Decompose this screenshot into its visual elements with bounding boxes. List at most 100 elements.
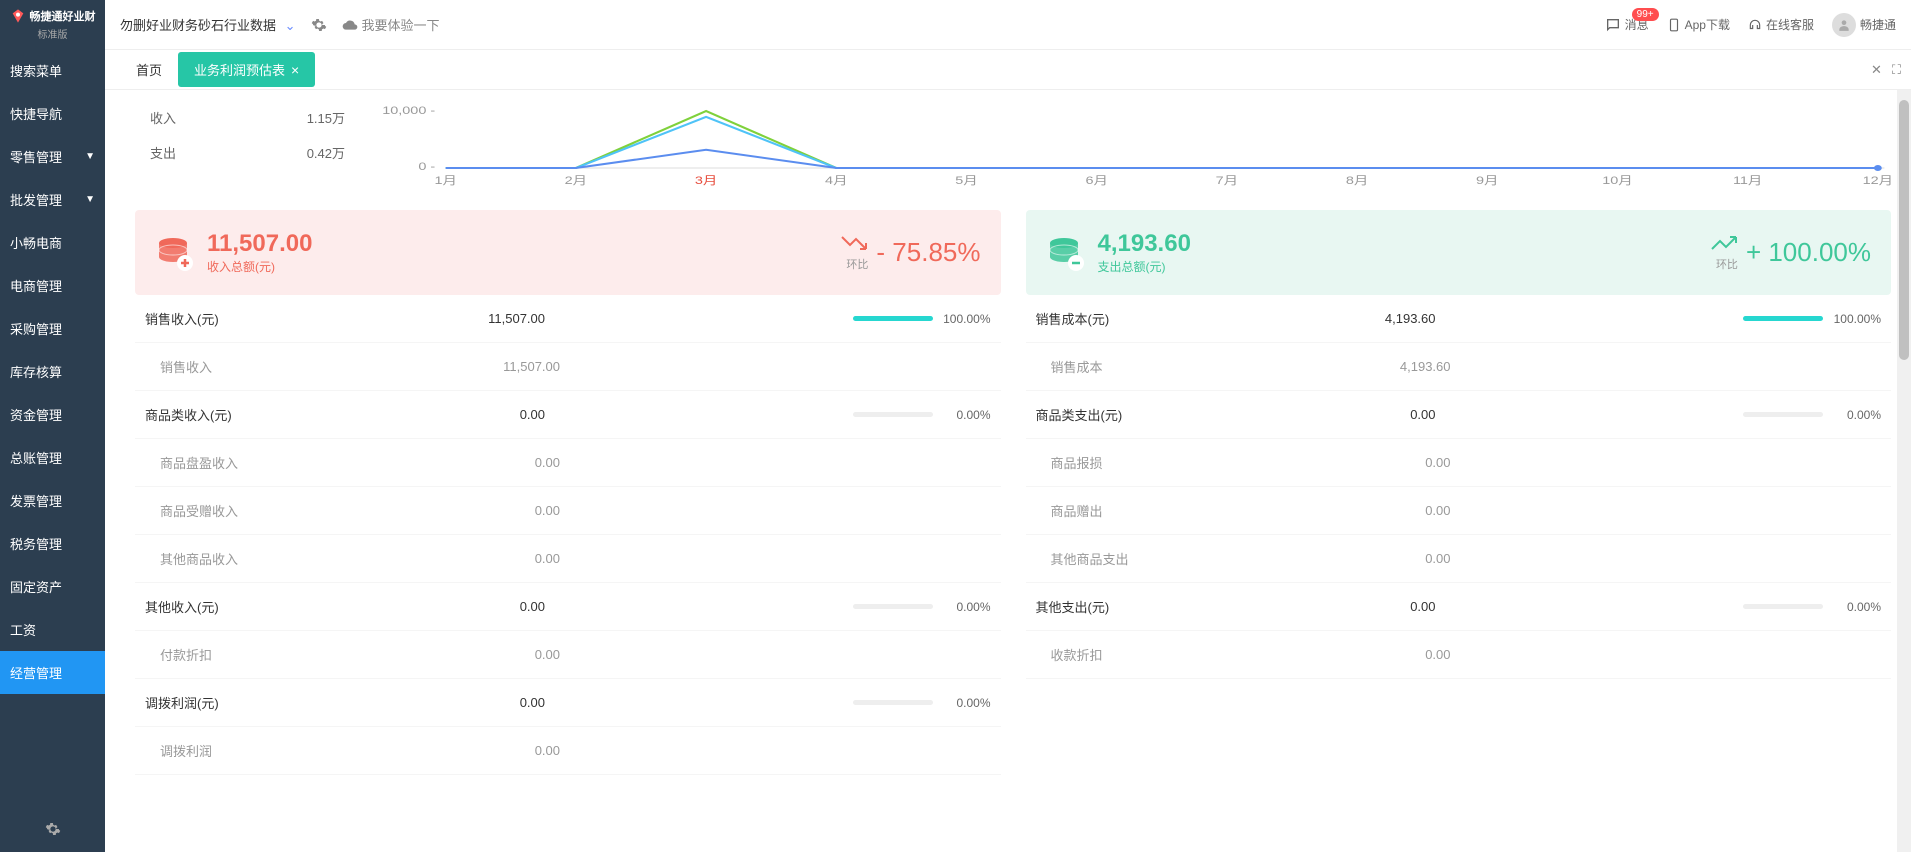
tab-home[interactable]: 首页 (120, 52, 178, 87)
income-icon (155, 233, 195, 273)
message-button[interactable]: 消息 99+ (1605, 16, 1649, 33)
gear-icon (45, 821, 61, 837)
sidebar-item-8[interactable]: 资金管理 (0, 393, 105, 436)
income-row-1: 销售收入11,507.00 (135, 343, 1001, 391)
summary-expense-label: 支出 (150, 143, 176, 162)
download-button[interactable]: App下载 (1667, 16, 1730, 33)
company-name: 勿删好业财务砂石行业数据 (120, 18, 276, 33)
content-area: 收入 1.15万 支出 0.42万 10,000 -0 -1月2月3月4月5月6… (105, 90, 1911, 852)
row-label: 其他收入(元) (145, 597, 365, 616)
sidebar-item-14[interactable]: 经营管理 (0, 651, 105, 694)
tab-profit-report[interactable]: 业务利润预估表 × (178, 52, 315, 87)
row-label: 商品报损 (1051, 453, 1271, 472)
row-value: 4,193.60 (1256, 311, 1436, 326)
expense-panel: 4,193.60 支出总额(元) 环比 + 100.00% (1026, 210, 1892, 775)
sidebar-item-label: 工资 (10, 620, 36, 639)
sidebar-item-label: 零售管理 (10, 147, 62, 166)
sidebar-item-7[interactable]: 库存核算 (0, 350, 105, 393)
svg-text:0 -: 0 - (418, 160, 435, 173)
row-bar-wrap: 100.00% (545, 312, 991, 326)
row-bar-fill (853, 316, 933, 321)
row-label: 其他商品支出 (1051, 549, 1271, 568)
row-value: 0.00 (1271, 551, 1451, 566)
income-row-3: 商品盘盈收入0.00 (135, 439, 1001, 487)
income-panel-header: 11,507.00 收入总额(元) 环比 - 75.85% (135, 210, 1001, 295)
svg-text:10,000 -: 10,000 - (382, 104, 435, 117)
row-pct: 0.00% (1831, 408, 1881, 422)
chevron-down-icon: ▼ (85, 151, 95, 162)
income-compare-label: 环比 (840, 256, 868, 272)
settings-button[interactable] (311, 17, 327, 33)
svg-text:11月: 11月 (1733, 174, 1762, 187)
logo-area: 畅捷通好业财 标准版 (0, 0, 105, 49)
row-bar-wrap: 0.00% (545, 600, 991, 614)
row-value: 0.00 (1256, 599, 1436, 614)
expense-icon (1046, 233, 1086, 273)
sidebar-item-5[interactable]: 电商管理 (0, 264, 105, 307)
phone-icon (1667, 18, 1681, 32)
sidebar-item-4[interactable]: 小畅电商 (0, 221, 105, 264)
sidebar-item-3[interactable]: 批发管理▼ (0, 178, 105, 221)
svg-text:12月: 12月 (1863, 174, 1891, 187)
row-pct: 100.00% (941, 312, 991, 326)
user-menu[interactable]: 畅捷通 (1832, 13, 1896, 37)
scrollbar[interactable] (1897, 90, 1911, 852)
sidebar-item-12[interactable]: 固定资产 (0, 565, 105, 608)
row-bar (1743, 412, 1823, 417)
row-value: 11,507.00 (365, 311, 545, 326)
row-label: 销售收入(元) (145, 309, 365, 328)
row-label: 其他支出(元) (1036, 597, 1256, 616)
try-button[interactable]: 我要体验一下 (342, 15, 440, 34)
row-value: 0.00 (380, 503, 560, 518)
row-bar-wrap: 0.00% (545, 696, 991, 710)
trend-up-icon (1710, 233, 1738, 253)
tabs-fullscreen[interactable]: ⛶ (1892, 62, 1901, 78)
service-label: 在线客服 (1766, 16, 1814, 33)
sidebar-item-11[interactable]: 税务管理 (0, 522, 105, 565)
row-bar (1743, 316, 1823, 321)
sidebar-item-label: 批发管理 (10, 190, 62, 209)
sidebar-item-label: 搜索菜单 (10, 61, 62, 80)
svg-text:8月: 8月 (1346, 174, 1368, 187)
row-value: 0.00 (365, 407, 545, 422)
company-selector[interactable]: 勿删好业财务砂石行业数据 ⌄ (120, 15, 296, 34)
svg-text:5月: 5月 (955, 174, 977, 187)
tab-bar: 首页 业务利润预估表 × ✕ ⛶ (105, 50, 1911, 90)
tabs-close-all[interactable]: ✕ (1871, 62, 1882, 78)
summary-income-label: 收入 (150, 108, 176, 127)
service-button[interactable]: 在线客服 (1748, 16, 1814, 33)
row-bar-fill (1743, 316, 1823, 321)
income-row-6: 其他收入(元)0.000.00% (135, 583, 1001, 631)
expense-total-label: 支出总额(元) (1098, 258, 1191, 275)
income-row-5: 其他商品收入0.00 (135, 535, 1001, 583)
svg-text:2月: 2月 (565, 174, 587, 187)
sidebar-item-6[interactable]: 采购管理 (0, 307, 105, 350)
expense-row-7: 收款折扣0.00 (1026, 631, 1892, 679)
expense-compare-label: 环比 (1710, 256, 1738, 272)
scrollbar-thumb[interactable] (1899, 100, 1909, 360)
sidebar-item-1[interactable]: 快捷导航 (0, 92, 105, 135)
row-bar-wrap: 0.00% (545, 408, 991, 422)
income-row-9: 调拨利润0.00 (135, 727, 1001, 775)
row-label: 商品受赠收入 (160, 501, 380, 520)
row-pct: 0.00% (941, 408, 991, 422)
sidebar-item-label: 库存核算 (10, 362, 62, 381)
row-label: 商品盘盈收入 (160, 453, 380, 472)
sidebar-settings[interactable] (0, 809, 105, 852)
sidebar-item-0[interactable]: 搜索菜单 (0, 49, 105, 92)
income-total-label: 收入总额(元) (207, 258, 312, 275)
trend-down-icon (840, 233, 868, 253)
row-value: 0.00 (1271, 503, 1451, 518)
income-row-4: 商品受赠收入0.00 (135, 487, 1001, 535)
sidebar-item-13[interactable]: 工资 (0, 608, 105, 651)
sidebar-item-2[interactable]: 零售管理 ▼ (0, 135, 105, 178)
close-icon[interactable]: × (291, 62, 299, 78)
sidebar-item-label: 小畅电商 (10, 233, 62, 252)
income-panel: 11,507.00 收入总额(元) 环比 - 75.85% (135, 210, 1001, 775)
row-bar (853, 316, 933, 321)
tab-active-label: 业务利润预估表 (194, 60, 285, 79)
sidebar-item-9[interactable]: 总账管理 (0, 436, 105, 479)
row-value: 0.00 (380, 647, 560, 662)
sidebar-item-10[interactable]: 发票管理 (0, 479, 105, 522)
income-row-8: 调拨利润(元)0.000.00% (135, 679, 1001, 727)
